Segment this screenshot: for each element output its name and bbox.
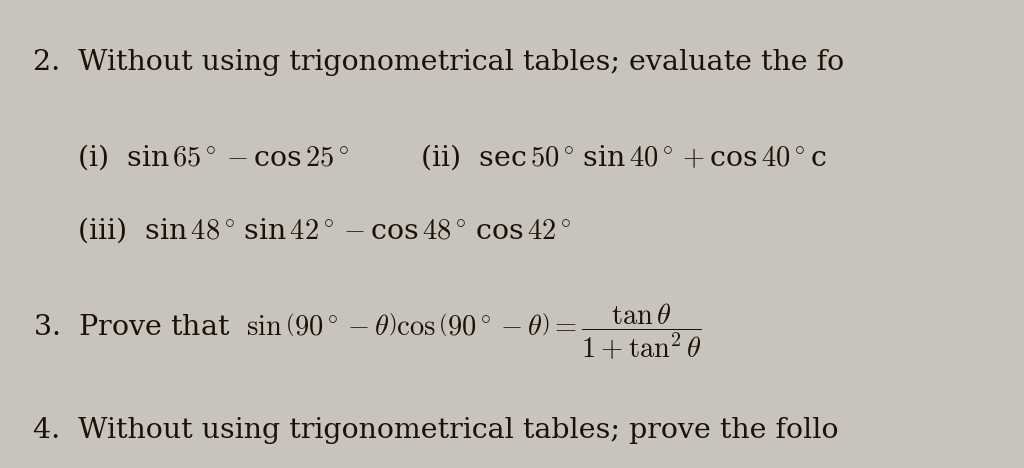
Text: 3.  Prove that  $\sin\left(90^\circ - \theta\right)\cos\left(90^\circ - \theta\r: 3. Prove that $\sin\left(90^\circ - \the… bbox=[33, 302, 701, 362]
Text: 2.  Without using trigonometrical tables; evaluate the fo: 2. Without using trigonometrical tables;… bbox=[33, 49, 844, 76]
Text: (i)  $\mathregular{sin}\,65^\circ - \mathregular{cos}\,25^\circ$: (i) $\mathregular{sin}\,65^\circ - \math… bbox=[77, 143, 349, 173]
Text: 4.  Without using trigonometrical tables; prove the follo: 4. Without using trigonometrical tables;… bbox=[33, 417, 839, 444]
Text: (iii)  $\mathregular{sin}\,48^\circ\,\mathregular{sin}\,42^\circ - \mathregular{: (iii) $\mathregular{sin}\,48^\circ\,\mat… bbox=[77, 215, 570, 245]
Text: (ii)  $\mathregular{sec}\,50^\circ\,\mathregular{sin}\,40^\circ + \mathregular{c: (ii) $\mathregular{sec}\,50^\circ\,\math… bbox=[420, 143, 826, 173]
